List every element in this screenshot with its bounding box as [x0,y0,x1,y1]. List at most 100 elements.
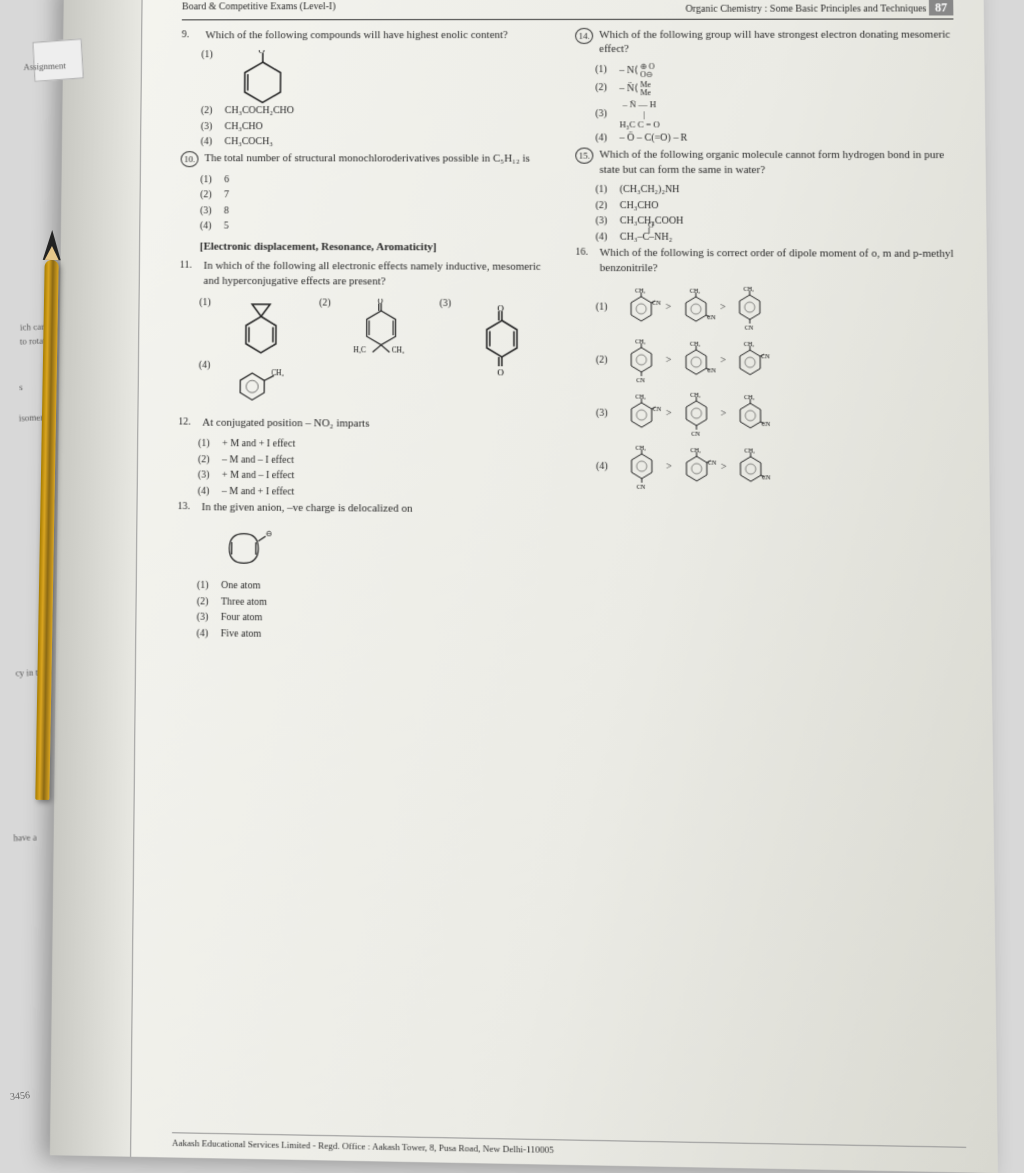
binding-edge [50,0,143,1157]
structure-1 [231,299,291,350]
svg-text:O: O [258,51,265,56]
opt-num: (1) [595,183,613,197]
content-columns: 9. Which of the following compounds will… [176,27,960,650]
svg-text:CH₃: CH₃ [392,347,405,355]
header-right: Organic Chemistry : Some Basic Principle… [685,3,926,14]
structure-4: CH₃ [230,361,290,412]
svg-text:CH₃: CH₃ [690,448,701,454]
opt-num: (3) [595,108,613,122]
opt-text: One atom [221,579,260,593]
q-number: 13. [177,500,195,515]
opt-text: + M and + I effect [222,437,295,451]
opt-num: (4) [200,220,218,234]
opt-text: CH₃CHO [620,199,659,213]
section-heading: [Electronic displacement, Resonance, Aro… [200,239,556,255]
opt-num: (4) [198,484,216,498]
right-column: 14. Which of the following group will ha… [575,27,961,650]
cyclohexenone-structure: O [233,51,293,101]
order-1: CH₃CN > CH₃CN > CH₃CN [620,282,772,334]
opt-num: (1) [198,437,216,451]
q-text: At conjugated position – NO₂ imparts [202,416,369,432]
opt-num: (2) [319,297,337,352]
question-10: 10. The total number of structural monoc… [181,151,556,168]
opt-num: (4) [196,626,214,640]
structure-3: OO [472,299,533,350]
svg-text:H₃C: H₃C [353,346,366,354]
opt-num: (4) [596,460,614,474]
page-footer: Aakash Educational Services Limited - Re… [172,1132,967,1164]
section-text: Electronic displacement, Resonance, Arom… [203,240,433,253]
q-number: 11. [179,258,197,288]
question-11: 11. In which of the following all electr… [179,258,555,289]
opt-text: + M and – I effect [222,469,295,483]
opt-num: (2) [596,354,614,368]
opt-num: (2) [201,104,219,118]
svg-text:CH₃: CH₃ [744,395,755,401]
opt-num: (4) [198,359,216,414]
opt-text: CH₃COCH₃ [224,136,272,150]
q-text: In which of the following all electronic… [203,258,555,289]
opt-text: CH₃COCH₂CHO [225,104,294,118]
svg-text:CN: CN [636,378,645,384]
opt-text: Three atom [221,595,267,609]
svg-text:CH₃: CH₃ [744,287,755,293]
page-header: Board & Competitive Exams (Level-I) Orga… [182,0,954,20]
question-15: 15. Which of the following organic molec… [575,147,955,178]
q-number: 12. [178,416,196,431]
question-13: 13. In the given anion, –ve charge is de… [177,500,555,518]
svg-text:CN: CN [637,485,646,491]
q-number: 9. [182,28,200,43]
question-14: 14. Which of the following group will ha… [575,27,954,57]
q-text: Which of the following compounds will ha… [205,28,508,43]
opt-num: (3) [198,469,216,483]
opt-num: (1) [200,173,218,187]
left-column: 9. Which of the following compounds will… [176,27,555,645]
opt-num: (2) [200,189,218,203]
opt-num: (3) [439,297,457,352]
q-number: 10. [181,151,199,167]
svg-text:CH₃: CH₃ [635,395,646,401]
svg-text:CH₃: CH₃ [690,393,701,399]
opt-text: 6 [224,173,229,187]
svg-text:⊖: ⊖ [266,529,273,538]
opt-text: – M and + I effect [222,485,295,499]
corner-number: 3456 [10,1090,31,1103]
opt-text: – M and – I effect [222,453,294,467]
opt-num: (4) [595,132,613,146]
page: Assignment ich can be to rotation s isom… [50,0,998,1173]
opt-num: (1) [199,296,217,351]
opt-num: (4) [596,230,614,244]
opt-num: (1) [596,301,614,315]
opt-num: (1) [595,63,613,79]
svg-text:CN: CN [691,432,700,438]
svg-text:CH₃: CH₃ [689,289,700,295]
svg-text:CN: CN [745,326,754,332]
opt-num: (1) [197,579,215,593]
opt-num: (2) [198,453,216,467]
q-text: In the given anion, –ve charge is deloca… [202,500,413,517]
q-text: Which of the following group will have s… [599,27,954,57]
nitro-group: – N⟨⊕ OO⊖ [619,63,654,79]
header-left: Board & Competitive Exams (Level-I) [182,0,336,17]
side-label: Assignment [23,60,66,74]
opt-num: (3) [596,215,614,229]
svg-text:CH₃: CH₃ [745,448,756,454]
opt-num: (3) [596,407,614,421]
opt-num: (2) [197,595,215,609]
q-number: 15. [575,147,593,163]
svg-text:O: O [497,304,504,314]
question-9: 9. Which of the following compounds will… [182,27,555,42]
page-number: 87 [929,0,954,15]
opt-text: Five atom [221,627,262,641]
opt-num: (2) [595,81,613,97]
opt-text: 7 [224,189,229,203]
svg-text:CH₃: CH₃ [635,288,646,294]
order-3: CH₃CN > CH₃CN > CH₃CN [620,388,772,440]
opt-num: (2) [595,199,613,213]
q-text: The total number of structural monochlor… [204,151,530,168]
question-16: 16. Which of the following is correct or… [575,246,956,277]
q-text: Which of the following is correct order … [600,246,957,277]
opt-text: O ‖ CH₃–C–NH₂ [620,230,673,244]
structure-2: OH₃CCH₃ [351,299,411,350]
svg-text:CH₃: CH₃ [635,339,646,345]
